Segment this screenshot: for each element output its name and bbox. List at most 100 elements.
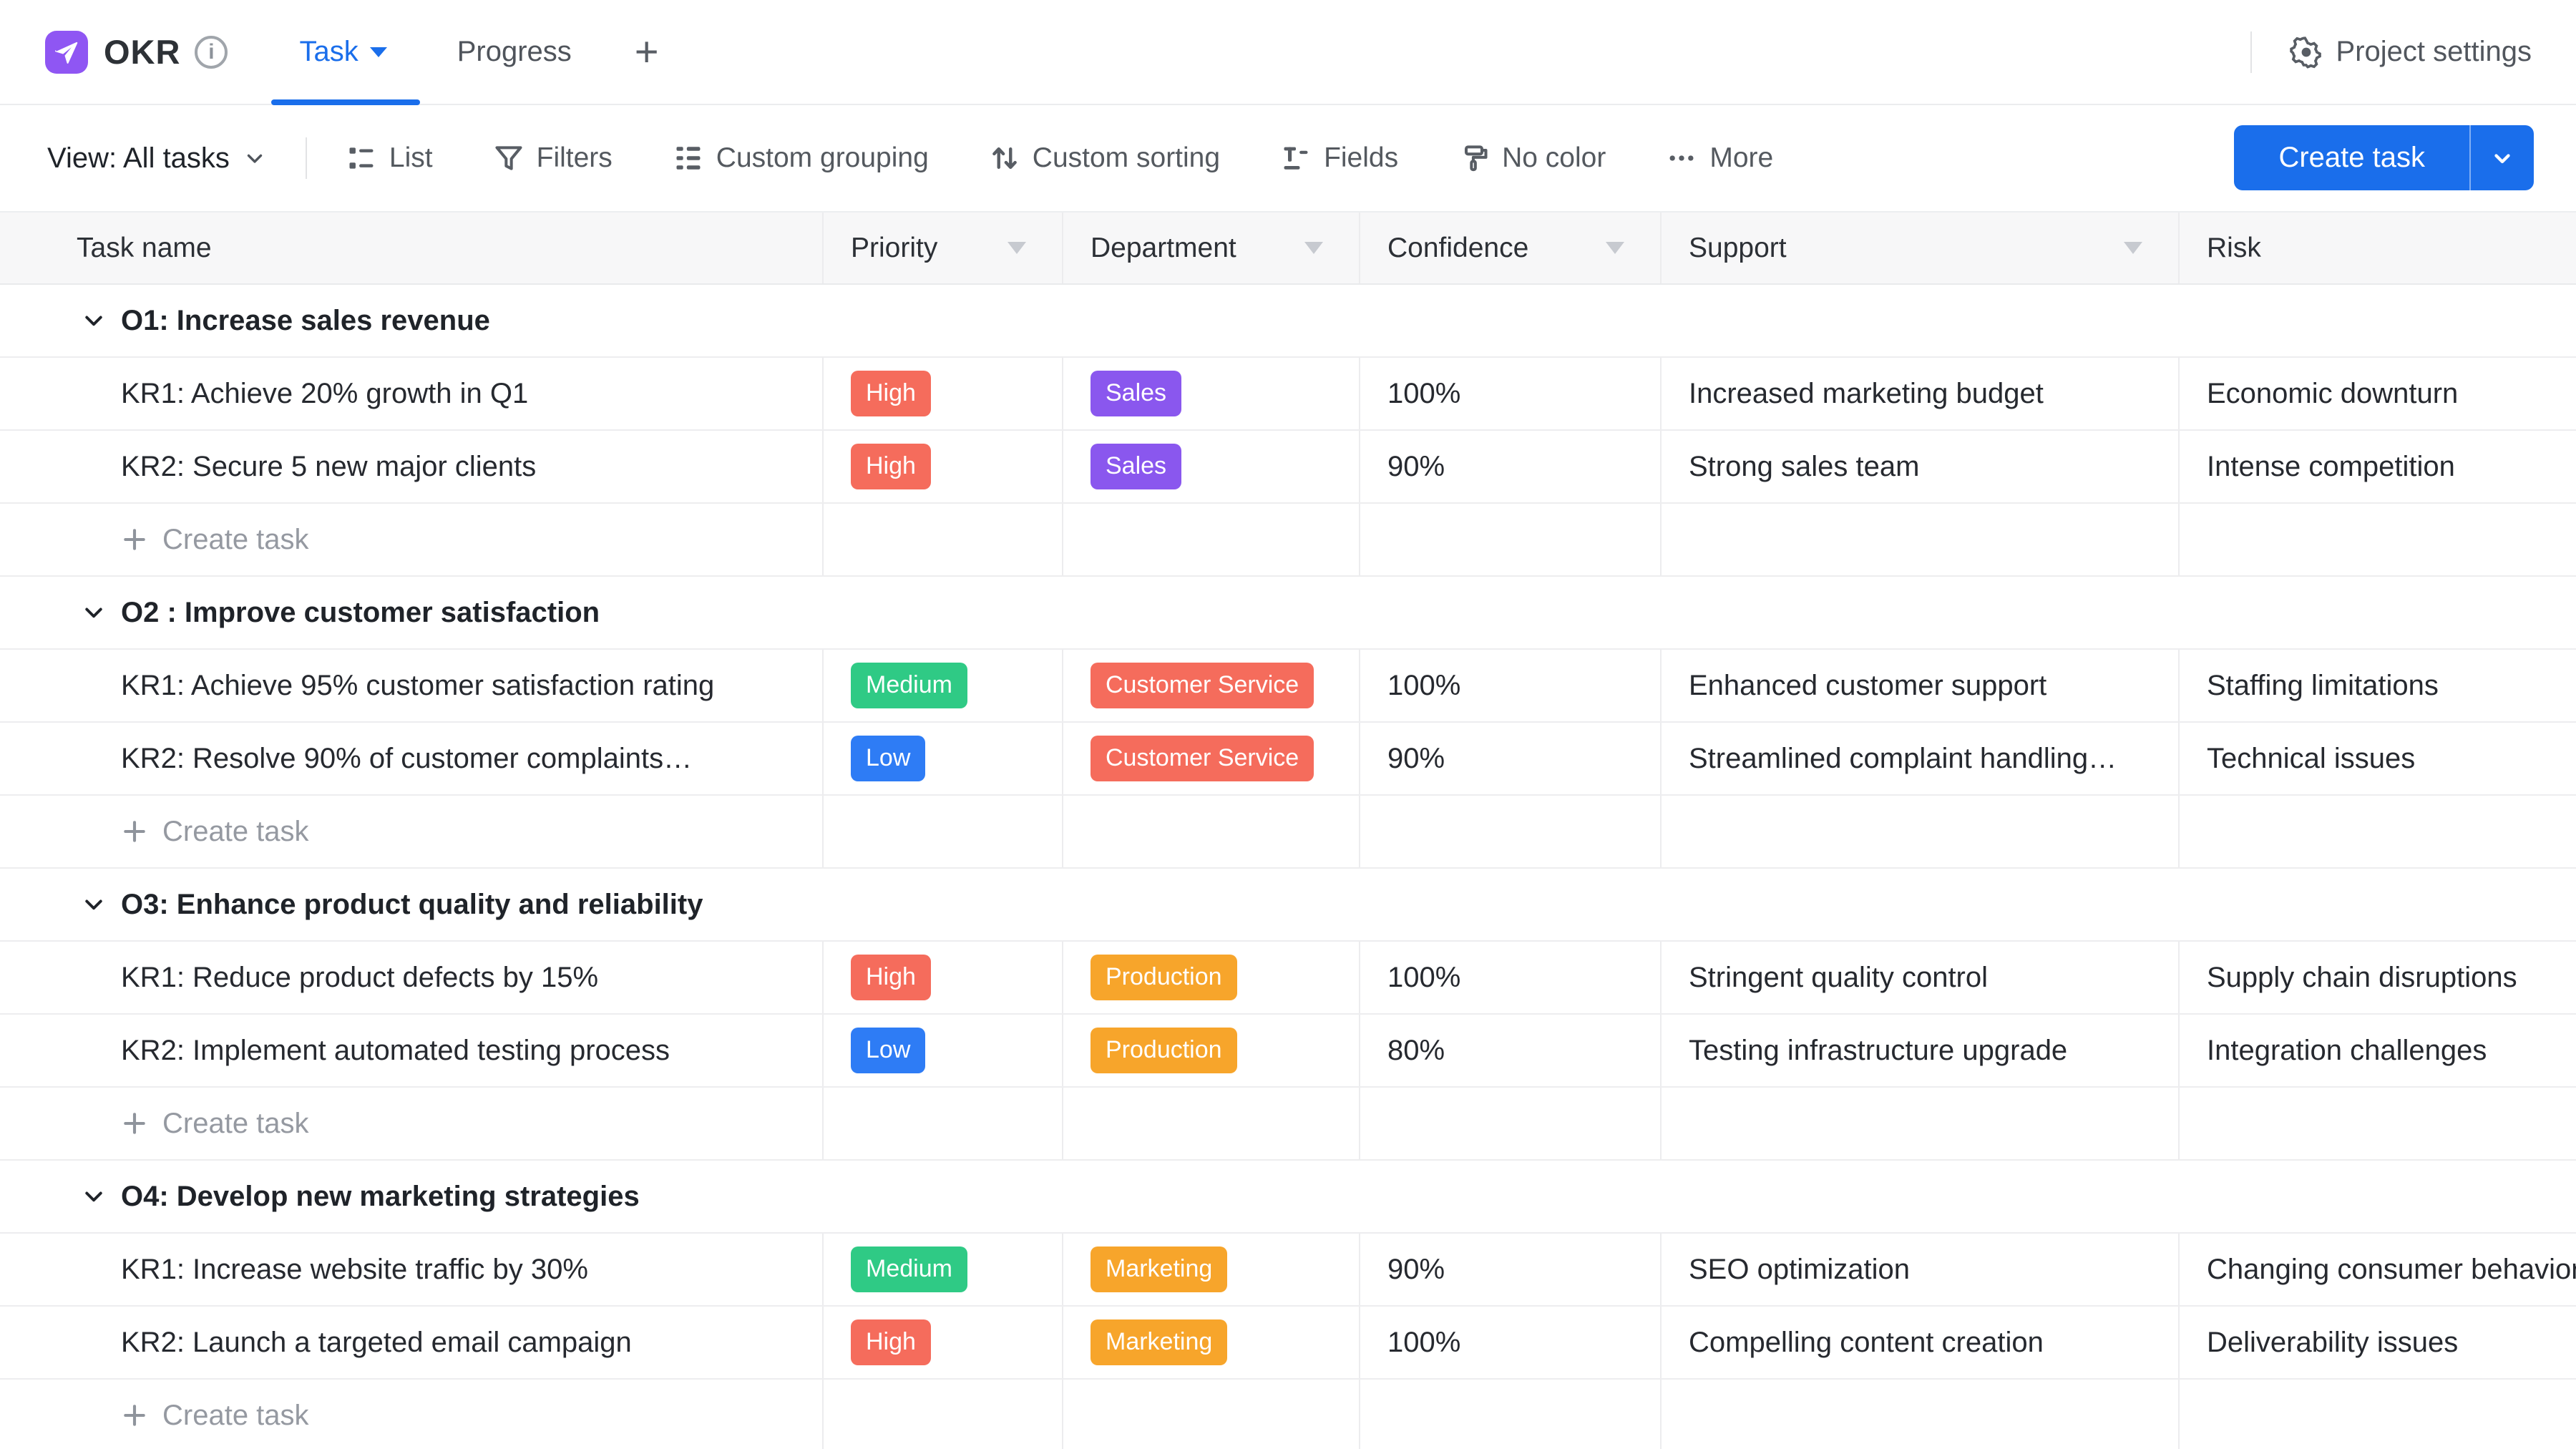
add-view-button[interactable]: +	[634, 28, 659, 75]
risk-cell[interactable]	[2180, 1088, 2576, 1159]
priority-cell[interactable]: High	[824, 358, 1063, 429]
risk-cell[interactable]: Staffing limitations	[2180, 650, 2576, 721]
column-header-support[interactable]: Support	[1662, 213, 2180, 283]
support-cell[interactable]	[1662, 796, 2180, 867]
risk-cell[interactable]: Supply chain disruptions	[2180, 942, 2576, 1013]
priority-cell[interactable]: High	[824, 1307, 1063, 1378]
sort-caret-icon[interactable]	[1304, 242, 1323, 254]
priority-cell[interactable]	[824, 1088, 1063, 1159]
support-cell[interactable]: Streamlined complaint handling…	[1662, 723, 2180, 794]
create-task-cell[interactable]: Create task	[0, 1380, 824, 1449]
support-cell[interactable]	[1662, 1380, 2180, 1449]
create-task-row[interactable]: Create task	[0, 504, 2576, 577]
group-row[interactable]: O1: Increase sales revenue	[0, 285, 2576, 358]
department-cell[interactable]	[1063, 796, 1360, 867]
tag-badge[interactable]: Sales	[1091, 371, 1182, 416]
risk-cell[interactable]: Economic downturn	[2180, 358, 2576, 429]
confidence-cell[interactable]: 100%	[1360, 650, 1662, 721]
support-cell[interactable]: Testing infrastructure upgrade	[1662, 1015, 2180, 1086]
group-row[interactable]: O3: Enhance product quality and reliabil…	[0, 869, 2576, 942]
tag-badge[interactable]: High	[851, 955, 931, 1000]
department-cell[interactable]	[1063, 1380, 1360, 1449]
tag-badge[interactable]: Customer Service	[1091, 663, 1314, 708]
tag-badge[interactable]: Low	[851, 736, 926, 781]
confidence-cell[interactable]: 90%	[1360, 723, 1662, 794]
confidence-cell[interactable]: 80%	[1360, 1015, 1662, 1086]
no-color-button[interactable]: No color	[1458, 142, 1606, 174]
task-name-cell[interactable]: KR2: Resolve 90% of customer complaints…	[0, 723, 824, 794]
department-cell[interactable]: Production	[1063, 942, 1360, 1013]
table-row[interactable]: KR1: Reduce product defects by 15% High Pr…	[0, 942, 2576, 1015]
create-task-inline-button[interactable]: Create task	[121, 1400, 309, 1432]
department-cell[interactable]: Sales	[1063, 358, 1360, 429]
department-cell[interactable]: Customer Service	[1063, 723, 1360, 794]
department-cell[interactable]: Marketing	[1063, 1234, 1360, 1305]
column-header-priority[interactable]: Priority	[824, 213, 1063, 283]
info-icon[interactable]: i	[195, 35, 228, 69]
priority-cell[interactable]: High	[824, 942, 1063, 1013]
filters-button[interactable]: Filters	[493, 142, 613, 174]
tag-badge[interactable]: Marketing	[1091, 1319, 1228, 1365]
priority-cell[interactable]	[824, 1380, 1063, 1449]
support-cell[interactable]	[1662, 1088, 2180, 1159]
department-cell[interactable]	[1063, 504, 1360, 575]
tag-badge[interactable]: Marketing	[1091, 1246, 1228, 1292]
confidence-cell[interactable]	[1360, 1380, 1662, 1449]
group-row[interactable]: O4: Develop new marketing strategies	[0, 1161, 2576, 1234]
task-name-cell[interactable]: KR2: Implement automated testing process	[0, 1015, 824, 1086]
priority-cell[interactable]	[824, 504, 1063, 575]
priority-cell[interactable]	[824, 796, 1063, 867]
column-header-department[interactable]: Department	[1063, 213, 1360, 283]
support-cell[interactable]: Compelling content creation	[1662, 1307, 2180, 1378]
risk-cell[interactable]: Changing consumer behavior	[2180, 1234, 2576, 1305]
risk-cell[interactable]	[2180, 1380, 2576, 1449]
table-row[interactable]: KR2: Implement automated testing process…	[0, 1015, 2576, 1088]
create-task-inline-button[interactable]: Create task	[121, 524, 309, 556]
chevron-down-icon[interactable]	[81, 892, 107, 917]
tag-badge[interactable]: High	[851, 1319, 931, 1365]
department-cell[interactable]: Customer Service	[1063, 650, 1360, 721]
confidence-cell[interactable]: 100%	[1360, 1307, 1662, 1378]
task-name-cell[interactable]: KR1: Achieve 95% customer satisfaction r…	[0, 650, 824, 721]
table-row[interactable]: KR1: Achieve 95% customer satisfaction r…	[0, 650, 2576, 723]
list-button[interactable]: List	[346, 142, 433, 174]
create-task-cell[interactable]: Create task	[0, 796, 824, 867]
department-cell[interactable]: Production	[1063, 1015, 1360, 1086]
group-row[interactable]: O2 : Improve customer satisfaction	[0, 577, 2576, 650]
support-cell[interactable]: SEO optimization	[1662, 1234, 2180, 1305]
custom-grouping-button[interactable]: Custom grouping	[673, 142, 929, 174]
column-header-confidence[interactable]: Confidence	[1360, 213, 1662, 283]
risk-cell[interactable]: Technical issues	[2180, 723, 2576, 794]
create-task-row[interactable]: Create task	[0, 1088, 2576, 1161]
support-cell[interactable]: Strong sales team	[1662, 431, 2180, 502]
priority-cell[interactable]: Low	[824, 723, 1063, 794]
task-name-cell[interactable]: KR2: Launch a targeted email campaign	[0, 1307, 824, 1378]
confidence-cell[interactable]: 100%	[1360, 942, 1662, 1013]
table-row[interactable]: KR2: Secure 5 new major clients High Sales…	[0, 431, 2576, 504]
column-header-risk[interactable]: Risk	[2180, 213, 2576, 283]
tag-badge[interactable]: Sales	[1091, 444, 1182, 489]
confidence-cell[interactable]: 90%	[1360, 431, 1662, 502]
risk-cell[interactable]: Deliverability issues	[2180, 1307, 2576, 1378]
support-cell[interactable]: Increased marketing budget	[1662, 358, 2180, 429]
risk-cell[interactable]: Intense competition	[2180, 431, 2576, 502]
tag-badge[interactable]: Medium	[851, 663, 967, 708]
chevron-down-icon[interactable]	[81, 308, 107, 333]
view-switcher[interactable]: View: All tasks	[47, 142, 267, 175]
priority-cell[interactable]: Medium	[824, 1234, 1063, 1305]
support-cell[interactable]: Enhanced customer support	[1662, 650, 2180, 721]
department-cell[interactable]	[1063, 1088, 1360, 1159]
tag-badge[interactable]: High	[851, 371, 931, 416]
table-row[interactable]: KR2: Launch a targeted email campaign Hig…	[0, 1307, 2576, 1380]
tab-progress[interactable]: Progress	[457, 36, 572, 68]
task-name-cell[interactable]: KR1: Reduce product defects by 15%	[0, 942, 824, 1013]
tag-badge[interactable]: High	[851, 444, 931, 489]
create-task-cell[interactable]: Create task	[0, 504, 824, 575]
table-row[interactable]: KR1: Increase website traffic by 30% Medi…	[0, 1234, 2576, 1307]
task-name-cell[interactable]: KR2: Secure 5 new major clients	[0, 431, 824, 502]
confidence-cell[interactable]	[1360, 504, 1662, 575]
confidence-cell[interactable]	[1360, 796, 1662, 867]
chevron-down-icon[interactable]	[81, 600, 107, 625]
department-cell[interactable]: Sales	[1063, 431, 1360, 502]
priority-cell[interactable]: High	[824, 431, 1063, 502]
